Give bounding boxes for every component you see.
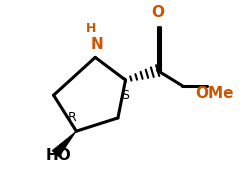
- Text: H: H: [86, 22, 96, 35]
- Text: O: O: [150, 4, 164, 20]
- Polygon shape: [52, 131, 76, 157]
- Text: HO: HO: [46, 148, 72, 163]
- Text: S: S: [121, 89, 129, 102]
- Text: N: N: [90, 37, 103, 52]
- Text: R: R: [68, 111, 76, 124]
- Text: OMe: OMe: [195, 86, 233, 101]
